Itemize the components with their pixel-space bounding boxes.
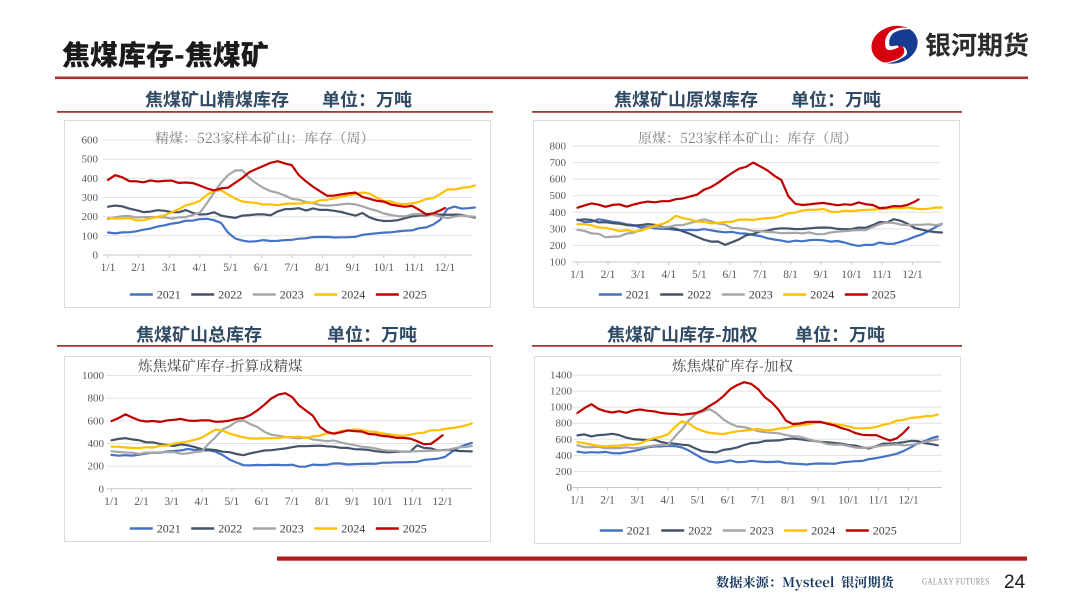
- svg-text:2022: 2022: [218, 522, 242, 536]
- svg-text:2024: 2024: [341, 288, 365, 302]
- svg-text:200: 200: [82, 211, 99, 223]
- svg-text:400: 400: [550, 207, 567, 219]
- svg-text:2/1: 2/1: [600, 495, 615, 507]
- svg-text:600: 600: [550, 174, 567, 186]
- svg-text:24: 24: [1004, 572, 1026, 593]
- svg-text:7/1: 7/1: [753, 269, 768, 281]
- svg-text:800: 800: [556, 418, 573, 430]
- svg-text:700: 700: [550, 157, 567, 169]
- svg-text:2023: 2023: [280, 288, 304, 302]
- svg-text:7/1: 7/1: [284, 262, 299, 274]
- svg-text:400: 400: [82, 173, 99, 185]
- svg-text:10/1: 10/1: [838, 495, 859, 507]
- svg-text:500: 500: [82, 154, 99, 166]
- svg-text:6/1: 6/1: [722, 269, 737, 281]
- svg-text:1000: 1000: [82, 370, 105, 382]
- svg-text:200: 200: [550, 240, 567, 252]
- svg-text:2/1: 2/1: [131, 262, 146, 274]
- svg-text:12/1: 12/1: [435, 262, 456, 274]
- svg-text:8/1: 8/1: [315, 496, 330, 508]
- svg-text:2025: 2025: [403, 522, 427, 536]
- svg-text:2021: 2021: [157, 522, 181, 536]
- svg-text:2022: 2022: [687, 288, 711, 302]
- svg-text:300: 300: [82, 192, 99, 204]
- svg-text:4/1: 4/1: [662, 269, 677, 281]
- svg-text:2021: 2021: [157, 288, 181, 302]
- svg-text:10/1: 10/1: [841, 269, 862, 281]
- svg-text:2025: 2025: [873, 524, 897, 538]
- svg-text:2021: 2021: [626, 288, 650, 302]
- svg-text:5/1: 5/1: [691, 495, 706, 507]
- svg-text:9/1: 9/1: [814, 269, 829, 281]
- svg-text:0: 0: [99, 483, 105, 495]
- svg-text:2021: 2021: [627, 524, 651, 538]
- svg-text:6/1: 6/1: [255, 496, 270, 508]
- svg-text:4/1: 4/1: [194, 496, 209, 508]
- svg-text:300: 300: [550, 223, 567, 235]
- svg-text:800: 800: [88, 393, 105, 405]
- svg-text:8/1: 8/1: [781, 495, 796, 507]
- svg-text:600: 600: [88, 415, 105, 427]
- svg-text:400: 400: [556, 450, 573, 462]
- svg-text:2024: 2024: [811, 524, 835, 538]
- svg-text:11/1: 11/1: [404, 262, 424, 274]
- svg-text:800: 800: [550, 141, 567, 153]
- svg-text:400: 400: [88, 438, 105, 450]
- svg-text:3/1: 3/1: [631, 269, 646, 281]
- svg-text:6/1: 6/1: [254, 262, 269, 274]
- svg-text:2023: 2023: [749, 288, 773, 302]
- svg-text:1000: 1000: [550, 402, 573, 414]
- svg-text:5/1: 5/1: [225, 496, 240, 508]
- svg-text:200: 200: [556, 466, 573, 478]
- svg-text:0: 0: [93, 250, 99, 262]
- svg-text:2023: 2023: [280, 522, 304, 536]
- svg-text:2025: 2025: [403, 288, 427, 302]
- svg-text:1/1: 1/1: [570, 495, 585, 507]
- svg-text:11/1: 11/1: [402, 496, 422, 508]
- svg-text:10/1: 10/1: [374, 262, 395, 274]
- svg-text:1/1: 1/1: [104, 496, 119, 508]
- svg-text:600: 600: [82, 135, 99, 147]
- svg-text:2024: 2024: [341, 522, 365, 536]
- svg-text:9/1: 9/1: [346, 262, 361, 274]
- svg-text:3/1: 3/1: [630, 495, 645, 507]
- svg-text:200: 200: [88, 461, 105, 473]
- svg-text:6/1: 6/1: [721, 495, 736, 507]
- svg-text:3/1: 3/1: [164, 496, 179, 508]
- svg-text:2/1: 2/1: [134, 496, 149, 508]
- svg-text:2022: 2022: [218, 288, 242, 302]
- svg-text:100: 100: [82, 230, 99, 242]
- svg-text:12/1: 12/1: [432, 496, 453, 508]
- svg-text:10/1: 10/1: [372, 496, 393, 508]
- svg-text:9/1: 9/1: [345, 496, 360, 508]
- svg-text:7/1: 7/1: [285, 496, 300, 508]
- svg-text:12/1: 12/1: [898, 495, 919, 507]
- svg-text:5/1: 5/1: [692, 269, 707, 281]
- svg-text:8/1: 8/1: [315, 262, 330, 274]
- svg-text:2024: 2024: [810, 288, 834, 302]
- svg-text:2/1: 2/1: [601, 269, 616, 281]
- svg-text:4/1: 4/1: [193, 262, 208, 274]
- svg-text:5/1: 5/1: [223, 262, 238, 274]
- svg-text:2025: 2025: [872, 288, 896, 302]
- svg-text:12/1: 12/1: [902, 269, 923, 281]
- svg-text:4/1: 4/1: [660, 495, 675, 507]
- svg-text:1200: 1200: [550, 386, 573, 398]
- svg-text:100: 100: [550, 257, 567, 269]
- svg-text:1/1: 1/1: [101, 262, 116, 274]
- svg-text:2023: 2023: [750, 524, 774, 538]
- svg-text:8/1: 8/1: [783, 269, 798, 281]
- svg-text:1/1: 1/1: [570, 269, 585, 281]
- svg-text:GALAXY FUTURES: GALAXY FUTURES: [922, 577, 990, 587]
- svg-text:600: 600: [556, 434, 573, 446]
- svg-text:11/1: 11/1: [872, 269, 892, 281]
- svg-text:500: 500: [550, 190, 567, 202]
- svg-text:7/1: 7/1: [751, 495, 766, 507]
- svg-text:9/1: 9/1: [811, 495, 826, 507]
- svg-text:1400: 1400: [550, 370, 573, 382]
- svg-text:11/1: 11/1: [868, 495, 888, 507]
- svg-text:2022: 2022: [688, 524, 712, 538]
- svg-text:3/1: 3/1: [162, 262, 177, 274]
- svg-text:0: 0: [567, 482, 573, 494]
